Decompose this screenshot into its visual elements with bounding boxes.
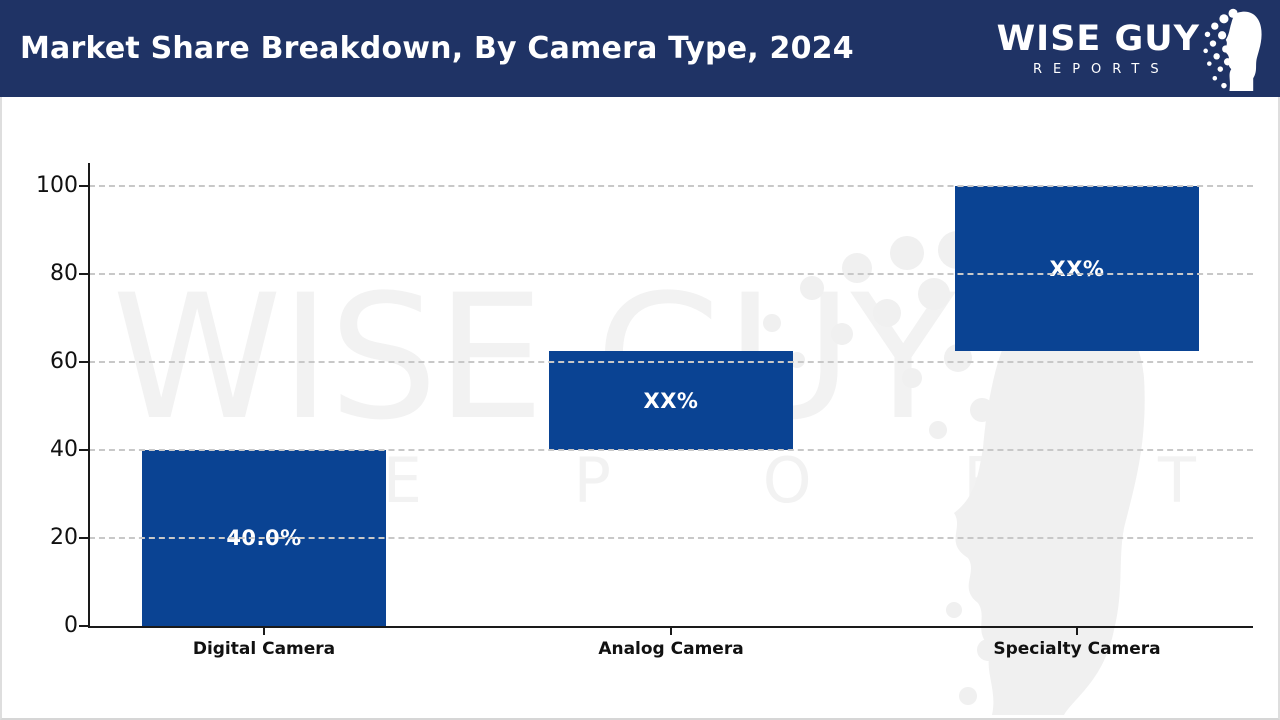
ytick-60 bbox=[79, 361, 88, 363]
ytick-label-80: 80 bbox=[50, 261, 78, 286]
xtick-2 bbox=[1076, 628, 1078, 635]
bar-analog-camera: XX% bbox=[549, 351, 793, 450]
gridline-80 bbox=[89, 273, 1253, 275]
xtick-1 bbox=[670, 628, 672, 635]
ytick-label-0: 0 bbox=[64, 613, 78, 638]
ytick-0 bbox=[79, 625, 88, 627]
ytick-label-40: 40 bbox=[50, 437, 78, 462]
logo-face-icon bbox=[1203, 8, 1262, 92]
gridline-20 bbox=[89, 537, 1253, 539]
gridline-60 bbox=[89, 361, 1253, 363]
bar-specialty-camera: XX% bbox=[955, 186, 1199, 351]
logo-subtitle: REPORTS bbox=[1032, 62, 1170, 77]
watermark-wordmark: WISE GUY bbox=[112, 257, 956, 458]
logo-wordmark: WISE GUY bbox=[996, 19, 1200, 59]
x-axis-line bbox=[88, 626, 1253, 628]
xtick-0 bbox=[263, 628, 265, 635]
ytick-label-20: 20 bbox=[50, 525, 78, 550]
ytick-80 bbox=[79, 273, 88, 275]
ytick-label-60: 60 bbox=[50, 349, 78, 374]
bar-value-label: XX% bbox=[643, 388, 699, 413]
ytick-20 bbox=[79, 537, 88, 539]
gridline-40 bbox=[89, 449, 1253, 451]
category-label-specialty-camera: Specialty Camera bbox=[993, 639, 1161, 659]
ytick-100 bbox=[79, 185, 88, 187]
category-label-analog-camera: Analog Camera bbox=[598, 639, 744, 659]
header-bar: Market Share Breakdown, By Camera Type, … bbox=[0, 0, 1280, 97]
y-axis-line bbox=[88, 163, 90, 628]
bar-value-label: XX% bbox=[1049, 256, 1105, 281]
category-label-digital-camera: Digital Camera bbox=[192, 639, 336, 659]
wiseguy-logo: WISE GUY REPORTS bbox=[997, 4, 1266, 94]
logo-text: WISE GUY REPORTS bbox=[996, 19, 1200, 77]
gridline-100 bbox=[89, 185, 1253, 187]
page-title: Market Share Breakdown, By Camera Type, … bbox=[20, 31, 854, 66]
ytick-40 bbox=[79, 449, 88, 451]
ytick-label-100: 100 bbox=[36, 173, 78, 198]
